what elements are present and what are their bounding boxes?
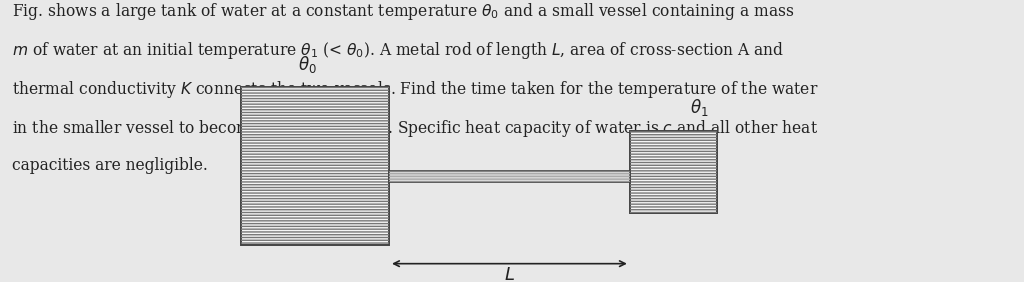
Bar: [630, 131, 717, 213]
Text: capacities are negligible.: capacities are negligible.: [12, 157, 208, 174]
Text: in the smaller vessel to become $\theta_2$ ($\theta_1 < \theta_2 < \theta_0$). S: in the smaller vessel to become $\theta_…: [12, 118, 818, 139]
Text: $m$ of water at an initial temperature $\theta_1$ (< $\theta_0$). A metal rod of: $m$ of water at an initial temperature $…: [12, 40, 784, 61]
Bar: [389, 171, 630, 182]
Bar: [241, 87, 389, 245]
Bar: [630, 131, 717, 213]
Text: $\theta_1$: $\theta_1$: [689, 98, 709, 118]
Text: $\theta_0$: $\theta_0$: [298, 54, 316, 75]
Text: Fig. shows a large tank of water at a constant temperature $\theta_0$ and a smal: Fig. shows a large tank of water at a co…: [12, 1, 795, 22]
Bar: [241, 87, 389, 245]
Text: thermal conductivity $K$ connects the two vessels. Find the time taken for the t: thermal conductivity $K$ connects the tw…: [12, 79, 819, 100]
Text: $L$: $L$: [504, 266, 515, 282]
Bar: [389, 171, 630, 182]
